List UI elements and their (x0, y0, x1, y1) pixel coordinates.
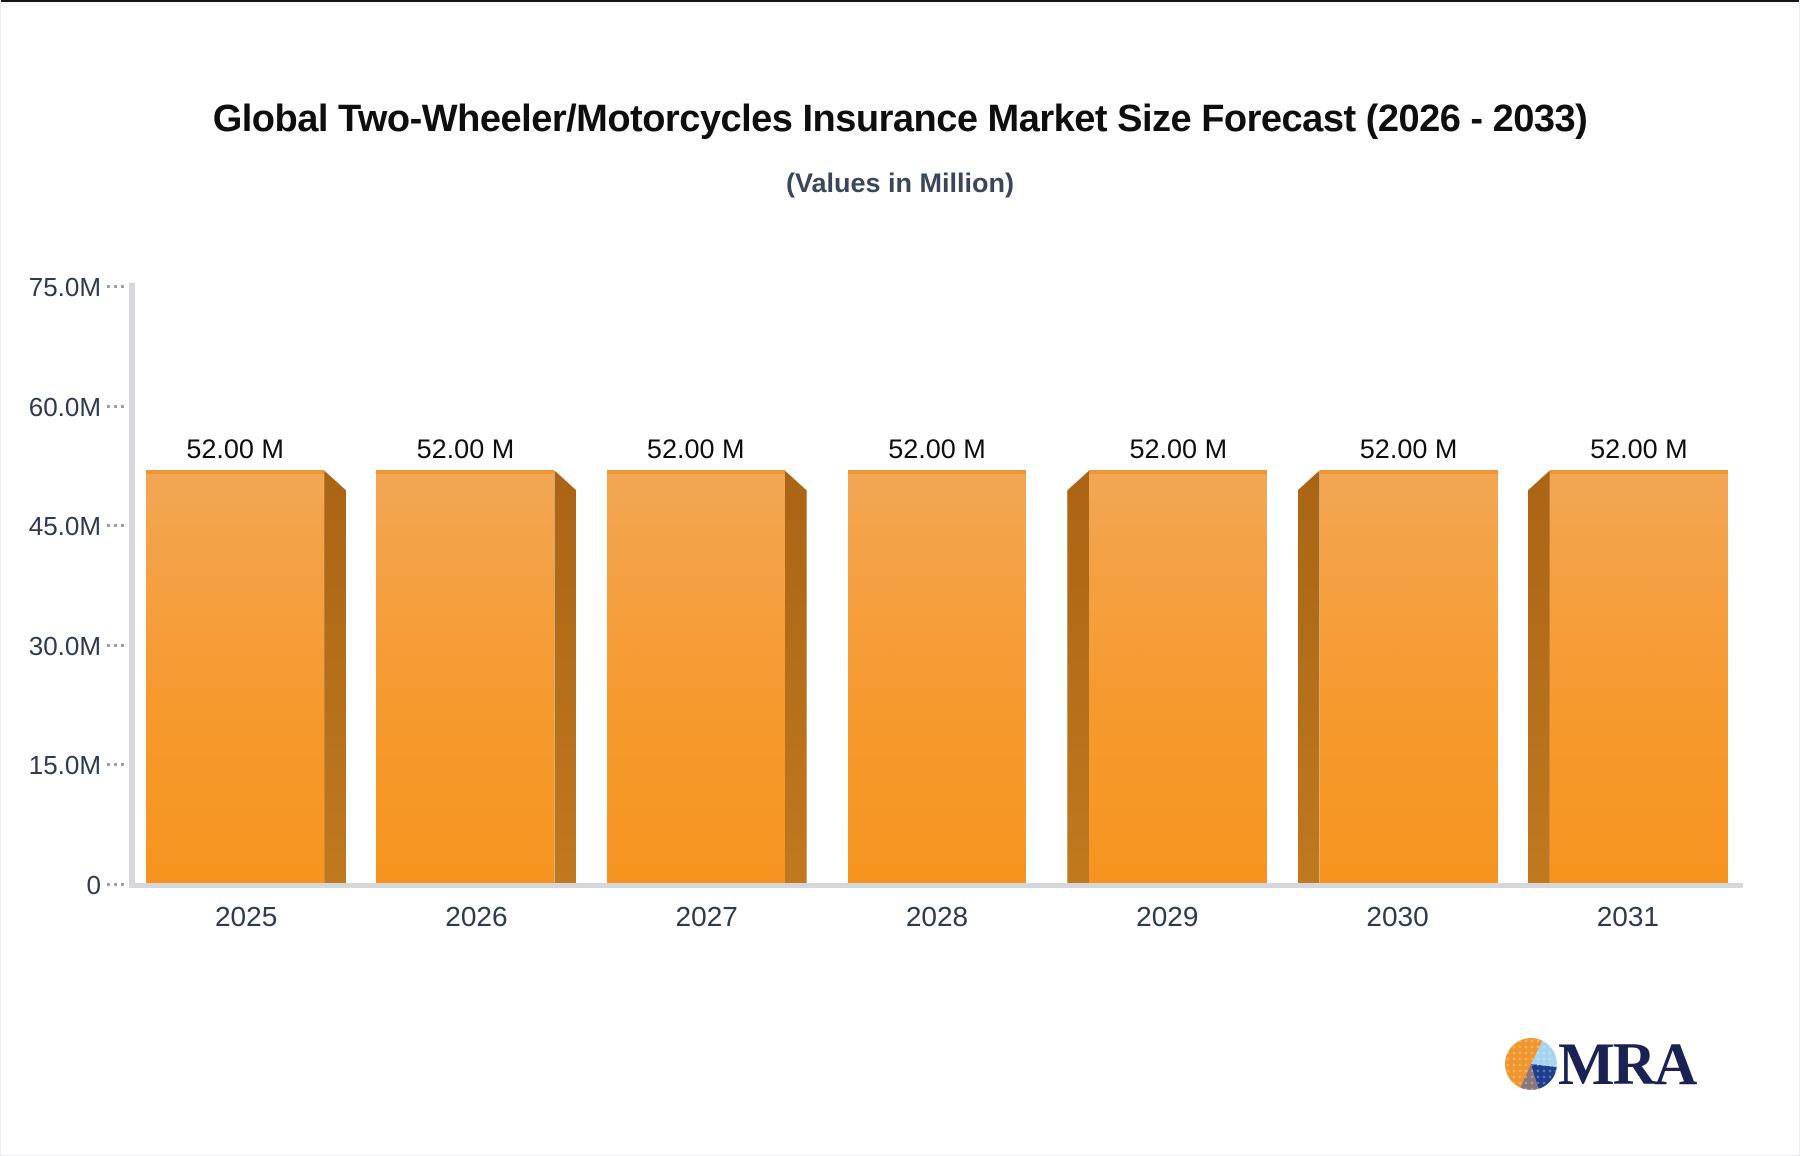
top-strip (1, 2, 1799, 6)
y-axis-tick-label: 15.0M (28, 750, 101, 781)
y-axis-tick-mark (107, 763, 124, 767)
bar-value-label: 52.00 M (888, 434, 986, 465)
bar-side-face (1067, 470, 1090, 885)
x-axis-tick-label: 2031 (1596, 901, 1659, 932)
bar-side-face (1297, 470, 1320, 885)
y-axis-tick-label: 75.0M (28, 272, 101, 302)
bar[interactable] (606, 470, 785, 885)
chart-subtitle: (Values in Million) (785, 168, 1015, 198)
y-axis-tick-mark (107, 285, 124, 288)
bar-side-face (1527, 470, 1550, 885)
bar-value-label: 52.00 M (1590, 434, 1688, 465)
bar-value-label: 52.00 M (1359, 434, 1458, 465)
x-axis-tick-label: 2028 (905, 901, 969, 932)
logo-text: MRA (1558, 1031, 1697, 1097)
y-axis-tick-mark (107, 643, 124, 647)
y-axis-tick-mark (107, 404, 124, 408)
y-axis-tick-label: 45.0M (28, 511, 101, 542)
x-axis-tick-label: 2029 (1136, 901, 1199, 932)
bar[interactable] (1319, 470, 1498, 885)
bar-value-label: 52.00 M (186, 434, 284, 465)
bar[interactable] (376, 470, 555, 885)
bar-side-face (324, 470, 347, 885)
bar-side-face (784, 470, 807, 885)
mra-logo: MRA (1505, 1031, 1697, 1097)
top-border (1, 0, 1799, 2)
bar[interactable] (1549, 470, 1728, 885)
x-axis-tick-label: 2027 (675, 901, 738, 932)
x-axis-tick-label: 2030 (1366, 901, 1429, 932)
y-axis-line (129, 283, 135, 888)
bar[interactable] (848, 470, 1026, 885)
y-axis-tick-mark (107, 883, 124, 886)
x-axis-tick-label: 2025 (214, 901, 278, 932)
y-axis-tick-label: 60.0M (28, 391, 101, 422)
y-axis-tick-mark (107, 524, 124, 528)
bar-value-label: 52.00 M (416, 434, 515, 465)
bar[interactable] (146, 470, 325, 885)
bar-value-label: 52.00 M (646, 434, 745, 465)
y-axis-tick-label: 0 (86, 870, 101, 900)
chart-title: Global Two-Wheeler/Motorcycles Insurance… (212, 98, 1588, 140)
x-axis-line (129, 883, 1743, 888)
bar-value-label: 52.00 M (1129, 434, 1228, 465)
x-axis-tick-label: 2026 (445, 901, 508, 932)
y-axis-tick-label: 30.0M (28, 630, 101, 661)
pie-chart-logo-icon (1505, 1038, 1557, 1090)
bar[interactable] (1089, 470, 1268, 885)
bar-side-face (554, 470, 577, 885)
